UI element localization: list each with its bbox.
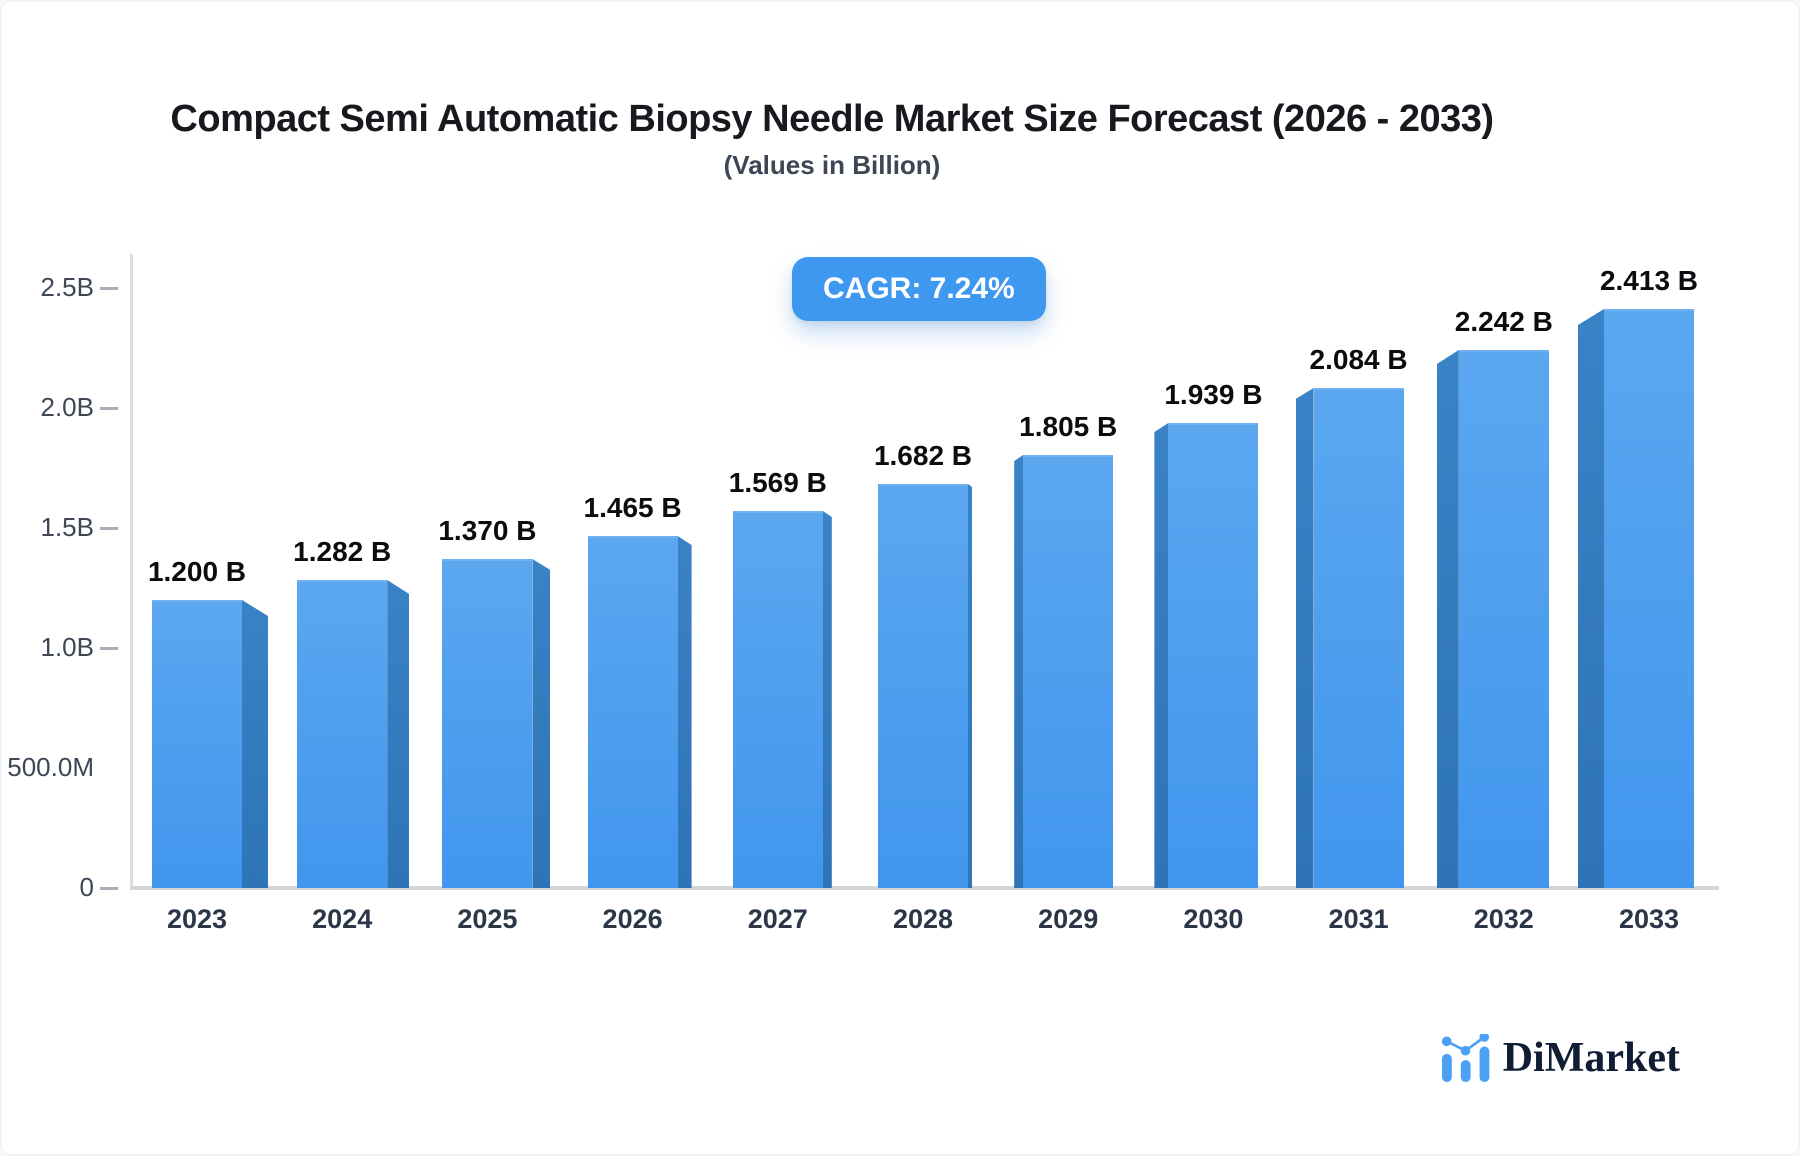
bar-2033 (1604, 309, 1694, 888)
bar-value-label: 1.682 B (873, 440, 973, 471)
bar-value-label: 1.805 B (1019, 411, 1118, 442)
brand-logo: DiMarket (1441, 1034, 1680, 1082)
y-tick-mark (100, 407, 118, 410)
bar-side-2026 (677, 536, 692, 888)
bar-2032 (1458, 350, 1549, 888)
bar-side-2032 (1436, 350, 1459, 888)
x-tick-label: 2029 (1038, 904, 1099, 934)
bar-chart-logo-icon (1441, 1034, 1490, 1082)
x-tick-label: 2023 (166, 904, 228, 934)
bar-value-label: 1.939 B (1164, 379, 1263, 410)
x-axis-line (130, 886, 1719, 890)
bar-value-label: 1.200 B (147, 556, 247, 587)
bar-2030 (1168, 423, 1259, 888)
bar-2024 (297, 580, 388, 888)
x-tick-label: 2032 (1473, 904, 1534, 934)
bar-2027 (732, 511, 823, 888)
bar-2025 (442, 559, 533, 888)
x-tick-label: 2026 (602, 904, 663, 934)
bar-value-label: 1.282 B (293, 536, 392, 567)
chart-title: Compact Semi Automatic Biopsy Needle Mar… (170, 98, 1494, 140)
y-tick-mark (100, 527, 118, 530)
y-tick-label: 1.5B (40, 512, 95, 542)
brand-name: DiMarket (1502, 1035, 1680, 1081)
bar-value-label: 1.465 B (583, 492, 682, 523)
bar-value-label: 1.370 B (438, 515, 537, 546)
bar-side-2030 (1154, 423, 1169, 888)
bar-side-2033 (1578, 309, 1604, 888)
x-tick-label: 2025 (457, 904, 518, 934)
chart-subtitle: (Values in Billion) (723, 150, 941, 180)
bar-side-2031 (1295, 388, 1314, 888)
bar-2031 (1313, 388, 1404, 888)
bar-side-2027 (822, 511, 832, 888)
x-tick-label: 2030 (1183, 904, 1244, 934)
y-tick-label: 500.0M (7, 752, 94, 782)
bar-value-label: 1.569 B (728, 467, 827, 498)
y-axis-line (130, 254, 133, 888)
bar-value-label: 2.084 B (1309, 344, 1408, 375)
x-tick-label: 2024 (312, 904, 373, 934)
bar-value-label: 2.242 B (1454, 306, 1553, 337)
y-tick-label: 2.0B (40, 392, 95, 422)
bar-side-2024 (387, 580, 410, 888)
x-tick-label: 2027 (747, 904, 808, 934)
y-tick-mark (100, 887, 118, 890)
bar-2026 (587, 536, 678, 888)
y-tick-label: 2.5B (40, 272, 95, 302)
x-tick-label: 2033 (1618, 904, 1680, 934)
y-tick-label: 1.0B (40, 632, 95, 662)
x-tick-label: 2028 (892, 904, 954, 934)
x-tick-label: 2031 (1328, 904, 1389, 934)
y-tick-mark (100, 287, 118, 290)
bar-side-2025 (532, 559, 551, 888)
y-tick-label: 0 (79, 872, 94, 902)
bar-side-2023 (242, 600, 268, 888)
bar-2029 (1023, 455, 1114, 888)
cagr-badge: CAGR: 7.24% (792, 257, 1046, 321)
bar-side-2028 (968, 484, 972, 888)
bar-side-2029 (1014, 455, 1024, 888)
y-tick-mark (100, 647, 118, 650)
bar-2023 (152, 600, 242, 888)
bar-2028 (878, 484, 968, 888)
bar-value-label: 2.413 B (1599, 265, 1699, 296)
